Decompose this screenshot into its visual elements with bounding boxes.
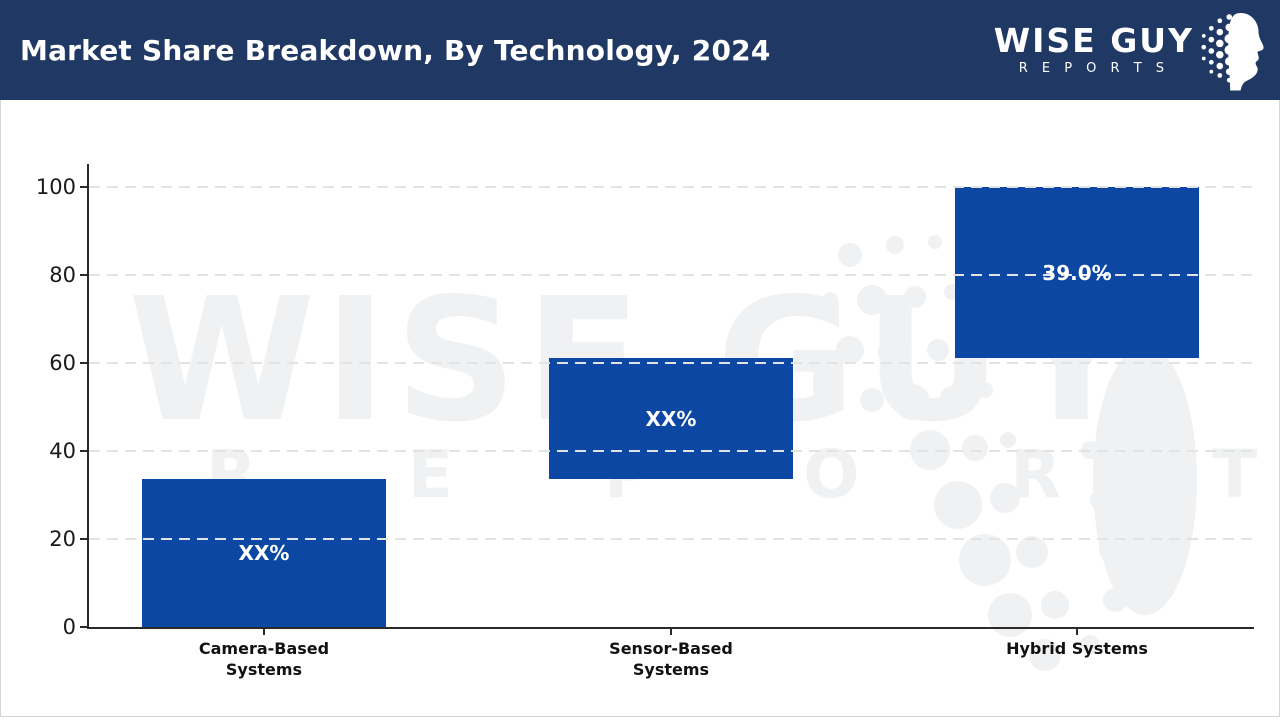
x-category-label: Hybrid Systems bbox=[1006, 639, 1148, 658]
y-tick-label: 20 bbox=[49, 527, 76, 551]
logo-text: WISE GUY R E P O R T S bbox=[994, 24, 1194, 76]
head-profile-icon bbox=[1201, 12, 1264, 91]
y-tick-label: 100 bbox=[35, 175, 76, 199]
logo-subtitle: R E P O R T S bbox=[1018, 61, 1170, 76]
x-tick-mark bbox=[263, 627, 265, 635]
gridline-20 bbox=[89, 538, 1254, 540]
x-tick-mark bbox=[670, 627, 672, 635]
y-tick-label: 80 bbox=[49, 263, 76, 287]
y-tick-mark bbox=[80, 626, 88, 628]
bar-value-label: XX% bbox=[645, 406, 697, 431]
y-tick-mark bbox=[80, 274, 88, 276]
bar-1 bbox=[142, 479, 386, 627]
bar-3 bbox=[955, 187, 1199, 359]
y-axis-spine bbox=[87, 164, 89, 629]
y-tick-mark bbox=[80, 450, 88, 452]
wise-guy-reports-logo: WISE GUY R E P O R T S bbox=[994, 8, 1266, 92]
header-banner: Market Share Breakdown, By Technology, 2… bbox=[0, 0, 1280, 100]
gridline-60 bbox=[89, 362, 1254, 364]
y-tick-mark bbox=[80, 362, 88, 364]
x-category-label: Sensor-Based Systems bbox=[609, 639, 733, 679]
bar-value-label: XX% bbox=[238, 541, 290, 566]
y-tick-mark bbox=[80, 538, 88, 540]
logo-wordmark: WISE GUY bbox=[993, 21, 1194, 60]
x-axis-spine bbox=[87, 627, 1254, 629]
y-tick-label: 60 bbox=[49, 351, 76, 375]
bar-value-label: 39.0% bbox=[1042, 260, 1112, 285]
gridline-80 bbox=[89, 274, 1254, 276]
x-tick-mark bbox=[1076, 627, 1078, 635]
bar-2 bbox=[549, 358, 793, 480]
y-tick-label: 0 bbox=[62, 615, 76, 639]
y-tick-label: 40 bbox=[49, 439, 76, 463]
x-category-label: Camera-Based Systems bbox=[198, 639, 330, 679]
gridline-100 bbox=[89, 186, 1254, 188]
y-tick-mark bbox=[80, 186, 88, 188]
chart-title: Market Share Breakdown, By Technology, 2… bbox=[20, 33, 771, 67]
gridline-40 bbox=[89, 450, 1254, 452]
